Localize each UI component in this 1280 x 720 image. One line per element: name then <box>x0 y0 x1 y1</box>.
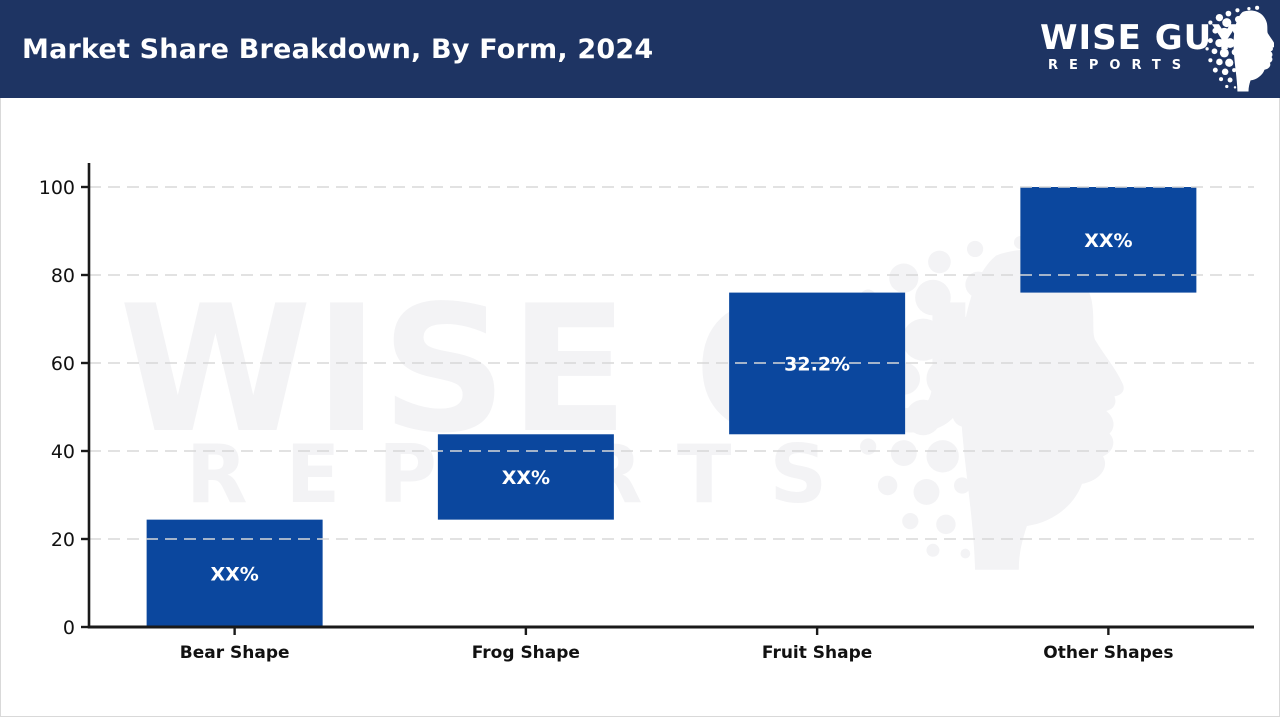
watermark: WISE GU REPORTS <box>119 231 1124 570</box>
bar-value-label: XX% <box>1084 230 1132 252</box>
chart-panel: WISE GU REPORTS 0 20 40 60 80 100 Bear Shape Fr… <box>0 98 1280 717</box>
x-category-label: Fruit Shape <box>762 643 872 663</box>
y-tick-label: 0 <box>63 617 75 639</box>
y-tick-label: 80 <box>51 265 75 287</box>
logo-subtext: REPORTS <box>1048 58 1192 73</box>
y-tick-label: 40 <box>51 441 75 463</box>
bar-chart: WISE GU REPORTS 0 20 40 60 80 100 Bear Shape Fr… <box>39 163 1254 663</box>
page-title: Market Share Breakdown, By Form, 2024 <box>22 33 654 65</box>
bar-segment <box>437 434 614 520</box>
bar-value-label: XX% <box>210 563 258 585</box>
x-category-label: Other Shapes <box>1043 643 1173 663</box>
bar-value-label: 32.2% <box>784 353 850 375</box>
bar-segment <box>146 519 323 627</box>
logo-wordmark: WISE GUY <box>1040 18 1238 58</box>
y-tick-label: 60 <box>51 353 75 375</box>
y-tick-label: 20 <box>51 529 75 551</box>
wise-guy-logo: WISE GUY REPORTS <box>1040 5 1274 92</box>
x-category-label: Frog Shape <box>472 643 580 663</box>
bar-value-label: XX% <box>502 467 550 489</box>
x-category-label: Bear Shape <box>180 643 290 663</box>
header-banner: Market Share Breakdown, By Form, 2024 <box>0 0 1280 98</box>
y-tick-label: 100 <box>39 177 75 199</box>
